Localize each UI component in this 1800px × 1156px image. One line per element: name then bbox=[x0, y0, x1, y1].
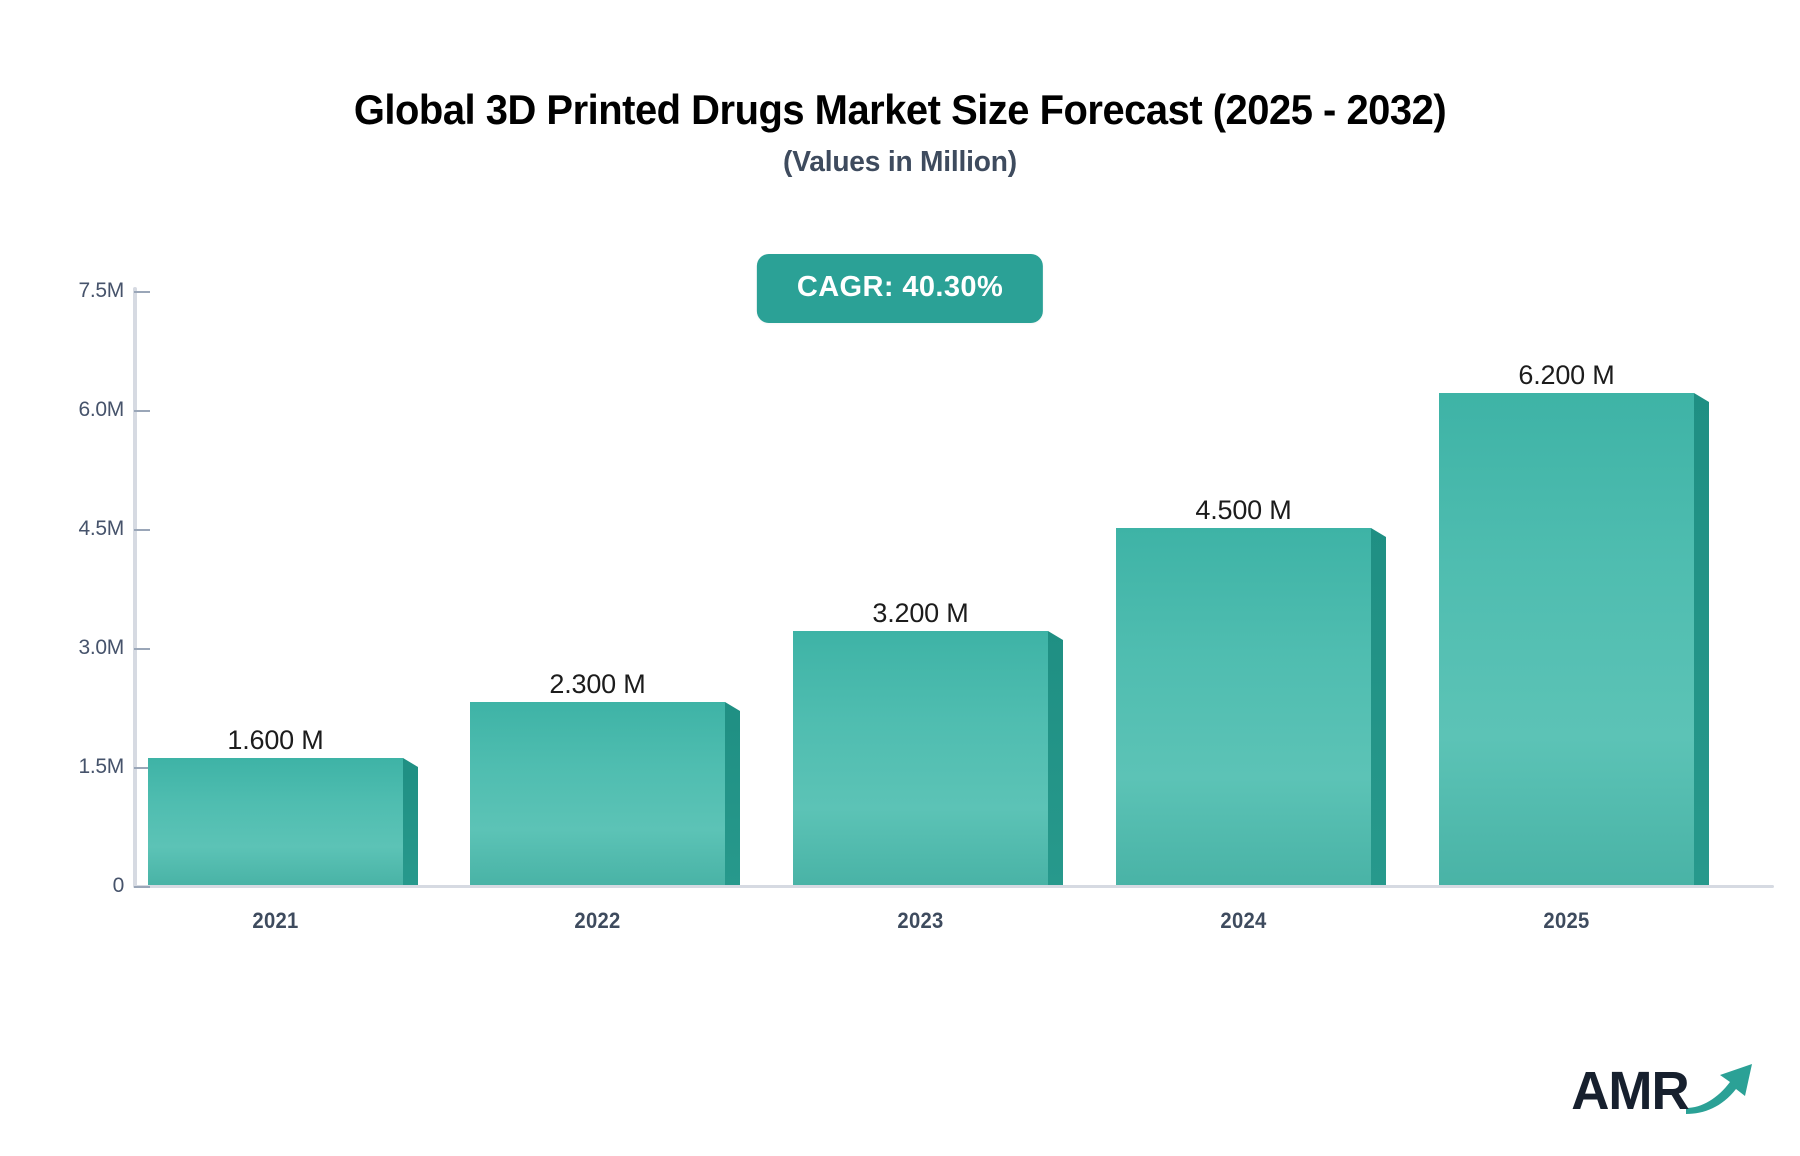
bar-value-label: 2.300 M bbox=[549, 669, 646, 699]
x-axis-label-2024: 2024 bbox=[1220, 908, 1267, 933]
amr-logo: AMR bbox=[1570, 1058, 1754, 1118]
x-axis-label-2025: 2025 bbox=[1543, 908, 1590, 933]
bar-group-2025[interactable]: 6.200 M 2025 bbox=[1439, 360, 1709, 933]
bar-side-face bbox=[403, 758, 418, 885]
bar-body bbox=[148, 758, 403, 885]
bar-value-label: 3.200 M bbox=[872, 598, 969, 628]
bar-group-2024[interactable]: 4.500 M 2024 bbox=[1116, 495, 1386, 933]
chart-title: Global 3D Printed Drugs Market Size Fore… bbox=[353, 86, 1447, 133]
bar-body bbox=[470, 702, 725, 885]
growth-arrow-icon bbox=[1686, 1064, 1752, 1114]
x-axis-label-2022: 2022 bbox=[574, 908, 621, 933]
bar-side-face bbox=[725, 702, 740, 885]
bar-group-2021[interactable]: 1.600 M 2021 bbox=[148, 725, 418, 933]
cagr-badge: CAGR: 40.30% bbox=[756, 254, 1044, 323]
bar-group-2022[interactable]: 2.300 M 2022 bbox=[470, 669, 740, 933]
bar-body bbox=[1116, 528, 1371, 885]
bar-group-2023[interactable]: 3.200 M 2023 bbox=[793, 598, 1063, 933]
x-axis-label-2023: 2023 bbox=[897, 908, 944, 933]
bar-value-label: 1.600 M bbox=[227, 725, 324, 755]
bar-value-label: 4.500 M bbox=[1195, 495, 1292, 525]
chart-subtitle: (Values in Million) bbox=[783, 146, 1017, 179]
bar-value-label: 6.200 M bbox=[1518, 360, 1615, 390]
bar-side-face bbox=[1694, 393, 1709, 885]
chart-header: Global 3D Printed Drugs Market Size Fore… bbox=[0, 86, 1800, 179]
bar-body bbox=[793, 631, 1048, 885]
x-axis-label-2021: 2021 bbox=[252, 908, 299, 933]
bar-side-face bbox=[1371, 528, 1386, 885]
amr-logo-text: AMR bbox=[1571, 1061, 1690, 1121]
bar-side-face bbox=[1048, 631, 1063, 885]
bar-body bbox=[1439, 393, 1694, 885]
